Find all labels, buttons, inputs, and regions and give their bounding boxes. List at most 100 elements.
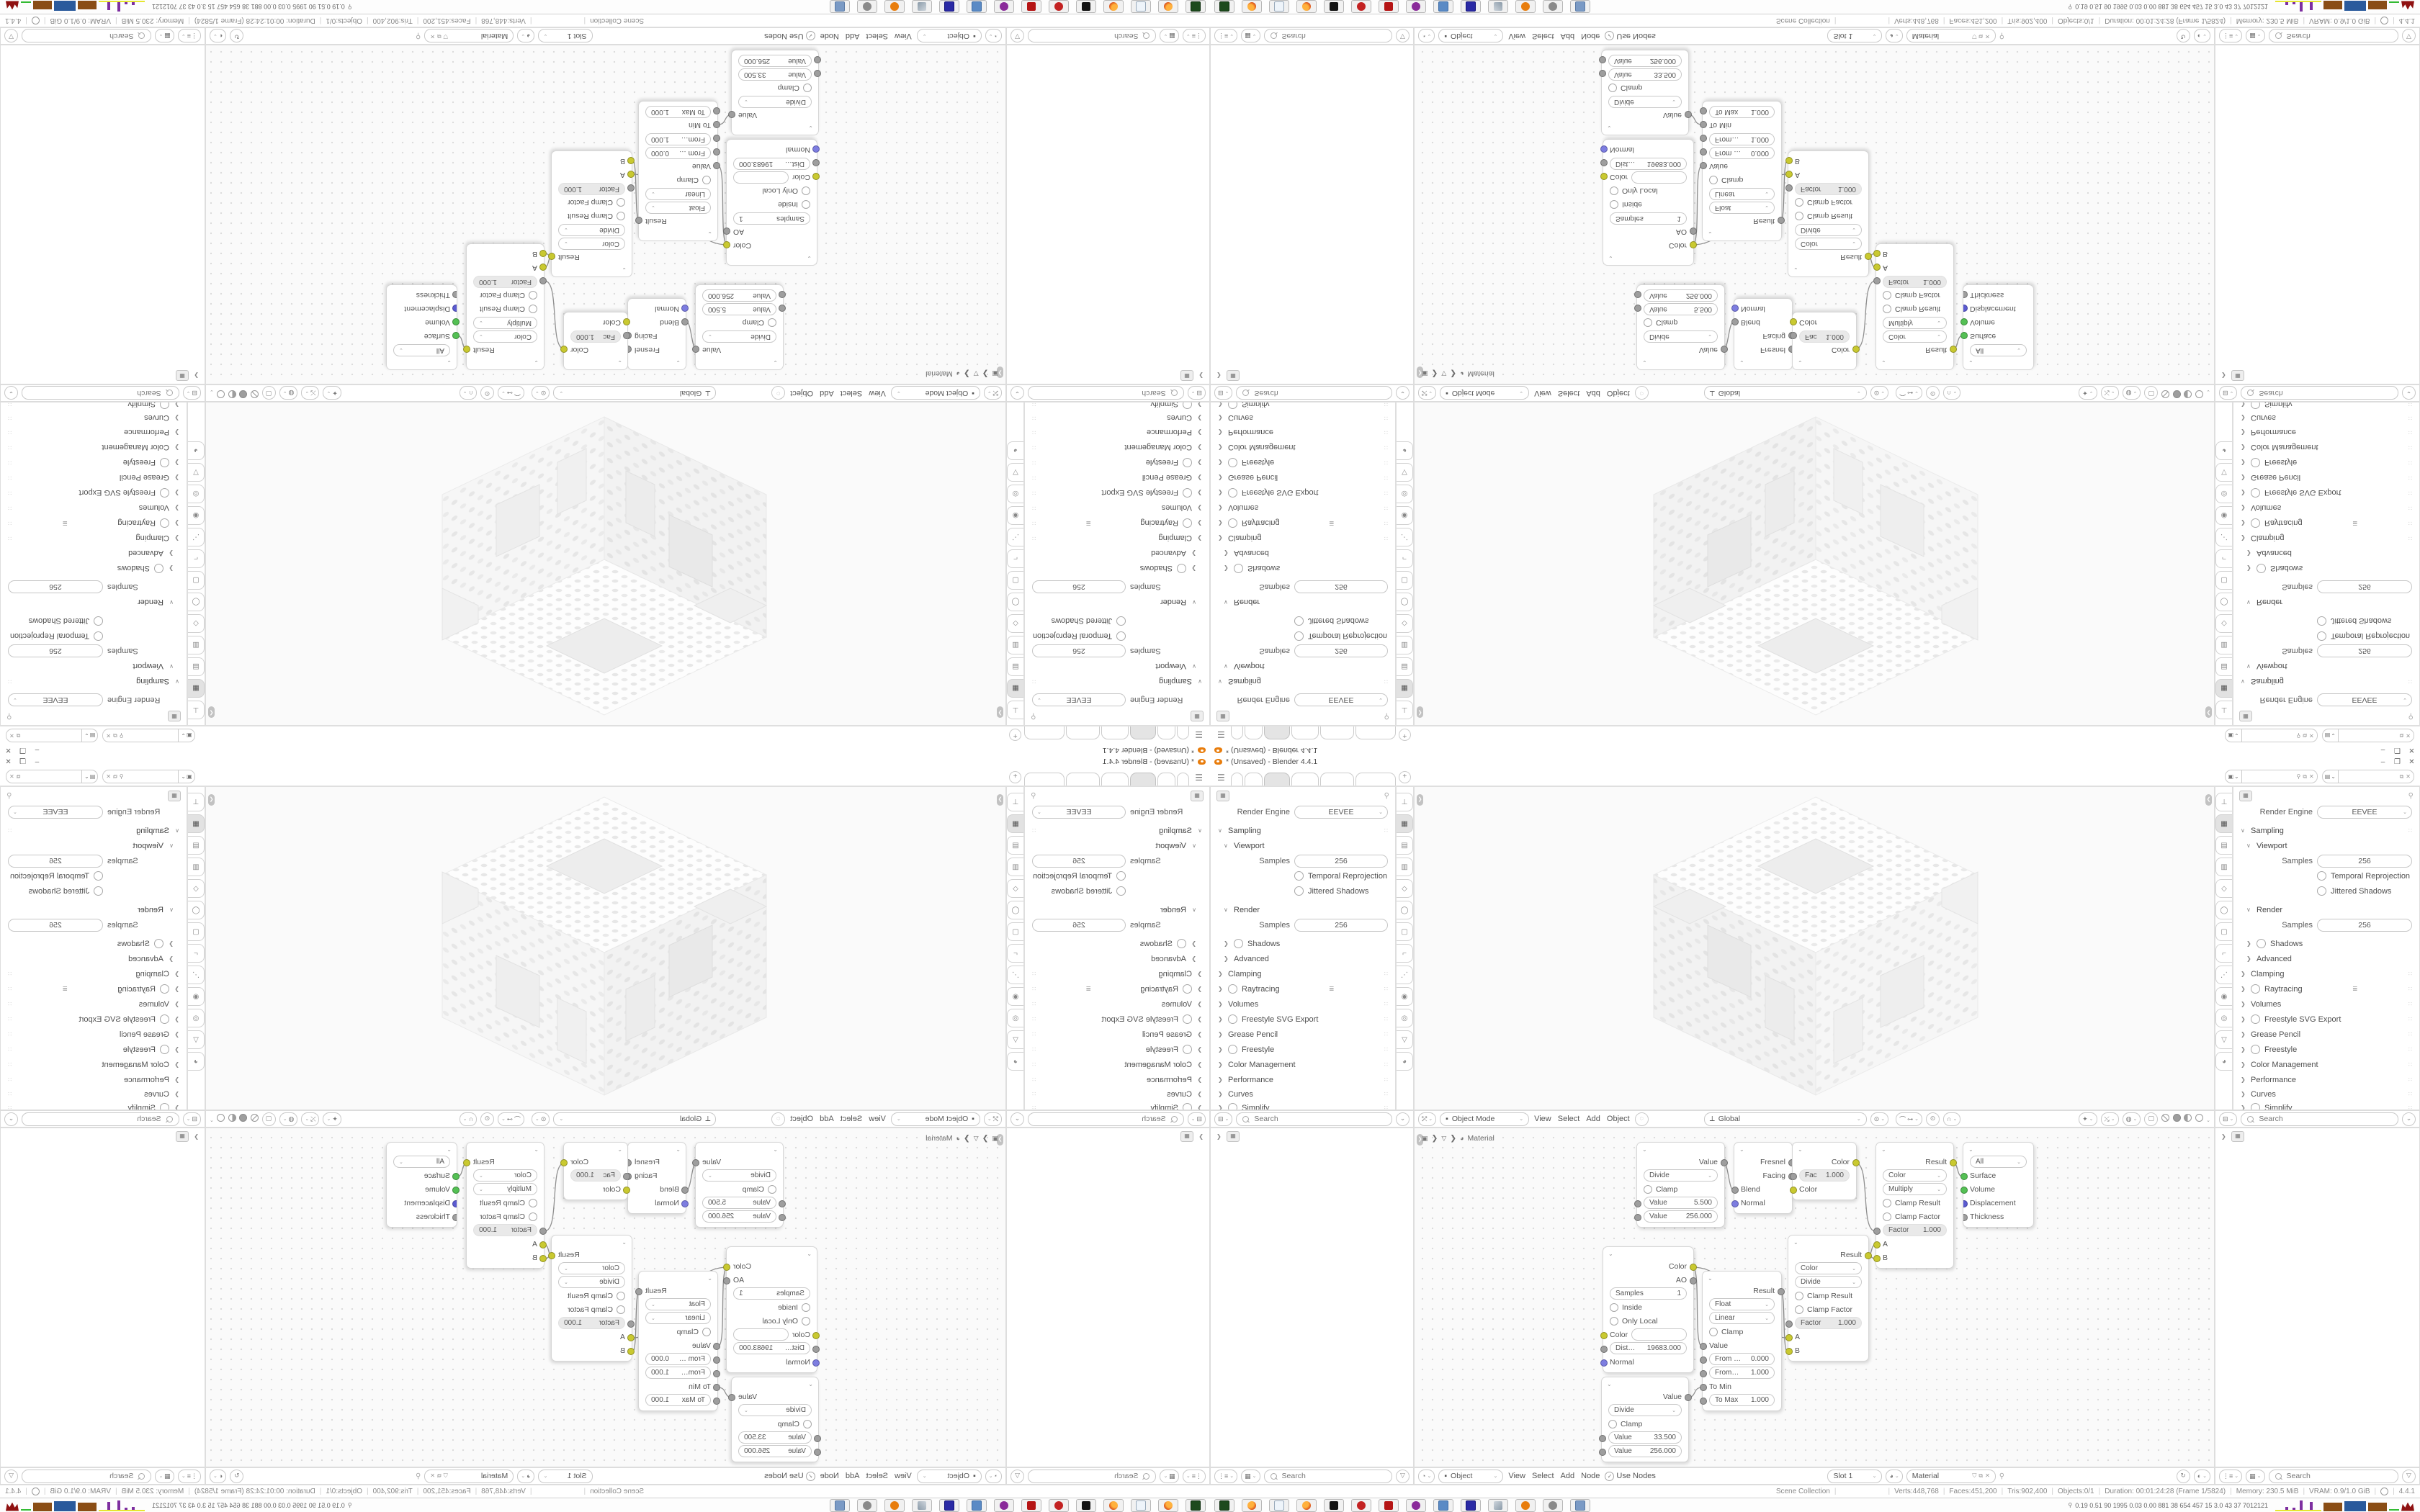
tab-constraints-icon[interactable]: ◎ [188, 1009, 205, 1027]
fake-user-icon[interactable]: ⛉ [443, 1472, 448, 1479]
display-mode-button[interactable]: ▦ ⌄ [2246, 29, 2265, 43]
menu-select[interactable]: Select [1557, 389, 1580, 397]
menger-sponge-cube[interactable] [439, 414, 770, 716]
editor-type-button[interactable]: ⋮≡ ⌄ [1214, 29, 1238, 43]
editor-type-button[interactable]: ⊟ ⌄ [1214, 1112, 1233, 1126]
node-invert-color[interactable]: ⌄ Color Fac 1.000 Color [1789, 312, 1860, 370]
browse-material-button[interactable]: ◕ ⌄ [517, 1469, 534, 1483]
socket-b-in[interactable] [1873, 250, 1881, 258]
section-curves[interactable]: Curves [2251, 413, 2276, 423]
socket-fac-in[interactable] [1789, 332, 1797, 340]
menu-hamburger-icon[interactable]: ☰ [1217, 729, 1225, 739]
freestyle-svg-checkbox[interactable] [1183, 488, 1192, 498]
factor-field[interactable]: Factor 1.000 [558, 1317, 625, 1329]
data-type-dropdown[interactable]: Float ⌄ [645, 202, 711, 214]
shading-dropdown[interactable]: ⌄ [210, 1118, 214, 1123]
samples-render-field[interactable]: 256 [1294, 580, 1388, 594]
section-clamping[interactable]: Clamping [1158, 969, 1192, 978]
simplify-checkbox[interactable] [1183, 1103, 1192, 1110]
overlays-dropdown[interactable]: ⤯ ⌄ [301, 386, 320, 400]
section-simplify[interactable]: Simplify [127, 1103, 156, 1111]
tab-modifiers-icon[interactable]: ⌐ [1397, 549, 1413, 568]
clear-icon[interactable]: ✕ [9, 732, 14, 739]
clamp-checkbox[interactable] [1709, 1327, 1718, 1336]
socket-b-in[interactable] [1873, 1254, 1881, 1262]
search-box[interactable] [1236, 1112, 1392, 1126]
render-properties-icon[interactable]: ▦ [1191, 711, 1204, 722]
menu-hamburger-icon[interactable]: ☰ [1195, 729, 1203, 739]
snap-dropdown[interactable]: ⌒ ⊶ ⌄ [498, 1112, 524, 1126]
shading-solid-icon[interactable] [239, 1114, 248, 1122]
tab-object-icon[interactable]: ▢ [1397, 571, 1413, 590]
section-curves[interactable]: Curves [1228, 1089, 1253, 1099]
menu-add[interactable]: Add [820, 1115, 834, 1123]
blend-mode-dropdown[interactable]: Multiply ⌄ [473, 317, 537, 329]
tab-output-icon[interactable]: ▤ [188, 836, 205, 855]
interpolation-dropdown[interactable]: Linear ⌄ [645, 188, 711, 200]
section-volumes[interactable]: Volumes [2251, 503, 2282, 513]
tab-physics-icon[interactable]: ◉ [1007, 987, 1023, 1006]
section-viewport[interactable]: Viewport [2257, 841, 2287, 850]
section-raytracing[interactable]: Raytracing [117, 518, 156, 528]
socket-normal-in[interactable] [812, 1359, 820, 1367]
jittered-shadows-checkbox[interactable] [1116, 616, 1126, 626]
shading-wireframe-icon[interactable] [250, 390, 259, 398]
tab-render-icon[interactable]: ▦ [1007, 679, 1023, 698]
section-curves[interactable]: Curves [2251, 1089, 2276, 1099]
transform-orientation-dropdown[interactable]: ⟂ Global ⌄ [1703, 386, 1867, 400]
app-owl-icon[interactable] [1406, 1498, 1426, 1512]
pin-icon[interactable]: ⚲ [119, 732, 124, 739]
shadows-checkbox[interactable] [2257, 939, 2266, 948]
pin-icon[interactable]: ⚲ [6, 791, 12, 800]
socket-result-out[interactable] [1864, 253, 1872, 261]
editor-type-button[interactable]: ◔ ⌄ [1418, 1469, 1435, 1483]
data-type-dropdown[interactable]: Float ⌄ [1709, 1298, 1775, 1310]
pivot-point-dropdown[interactable]: ⊙ ⌄ [531, 1112, 550, 1126]
tab-view-layer-icon[interactable]: ▥ [188, 636, 205, 654]
pivot-point-dropdown[interactable]: ⊙ ⌄ [1870, 1112, 1889, 1126]
socket-to-min-in[interactable] [713, 1383, 721, 1391]
tab-output-icon[interactable]: ▤ [1397, 836, 1413, 855]
clamp-result-checkbox[interactable] [529, 305, 537, 314]
tab-particles-icon[interactable]: ⋰ [1007, 966, 1023, 984]
app-firefox-icon[interactable] [1158, 0, 1178, 14]
jittered-shadows-checkbox[interactable] [94, 616, 103, 626]
samples-field[interactable]: Samples 1 [733, 1287, 810, 1300]
factor-field[interactable]: Factor 1.000 [558, 183, 625, 195]
workspace-tab-1[interactable] [1230, 773, 1243, 786]
socket-volume-in[interactable] [452, 318, 460, 326]
section-advanced[interactable]: Advanced [1234, 954, 1269, 963]
freestyle-checkbox[interactable] [2251, 458, 2260, 467]
gizmos-dropdown[interactable]: ✦ ⌄ [323, 1112, 341, 1126]
blend-mode-dropdown[interactable]: Divide ⌄ [1795, 1276, 1862, 1288]
socket-from-min-in[interactable] [713, 1356, 721, 1364]
render-engine-dropdown[interactable]: EEVEE ⌄ [8, 693, 103, 707]
tab-physics-icon[interactable]: ◉ [1397, 506, 1413, 525]
maximize-button[interactable]: ❐ [19, 746, 26, 755]
value1-field[interactable]: Value 5.500 [1644, 1197, 1718, 1209]
toolbar-toggle-icon[interactable]: ❯ [1417, 706, 1423, 718]
socket-blend-in[interactable] [681, 1186, 689, 1194]
interpolation-dropdown[interactable]: Linear ⌄ [1709, 1312, 1775, 1324]
section-color-management[interactable]: Color Management [2251, 1060, 2318, 1069]
collapse-icon[interactable]: ⌄ [1642, 359, 1647, 366]
clear-icon[interactable]: ✕ [2309, 732, 2314, 739]
workspace-tab-4[interactable] [1291, 773, 1319, 786]
value2-field[interactable]: Value 256.000 [1644, 1210, 1718, 1223]
search-input[interactable] [1034, 31, 1140, 41]
browse-material-button[interactable]: ◕ ⌄ [517, 29, 534, 43]
jittered-shadows-checkbox[interactable] [1294, 616, 1304, 626]
tab-modifiers-icon[interactable]: ⌐ [1397, 944, 1413, 963]
clear-icon[interactable]: ✕ [9, 773, 14, 780]
section-shadows[interactable]: Shadows [1139, 564, 1173, 573]
shading-rendered-icon[interactable] [2195, 390, 2203, 398]
section-clamping[interactable]: Clamping [1158, 534, 1192, 543]
tab-physics-icon[interactable]: ◉ [2215, 987, 2232, 1006]
section-color-management[interactable]: Color Management [102, 1060, 169, 1069]
socket-normal-in[interactable] [681, 1200, 689, 1207]
tab-world-icon[interactable]: ◯ [1397, 593, 1413, 611]
section-viewport[interactable]: Viewport [1234, 662, 1265, 671]
socket-thickness-in[interactable] [452, 1213, 457, 1221]
shadows-checkbox[interactable] [1234, 939, 1243, 948]
collapse-icon[interactable]: ⌄ [1798, 359, 1803, 366]
